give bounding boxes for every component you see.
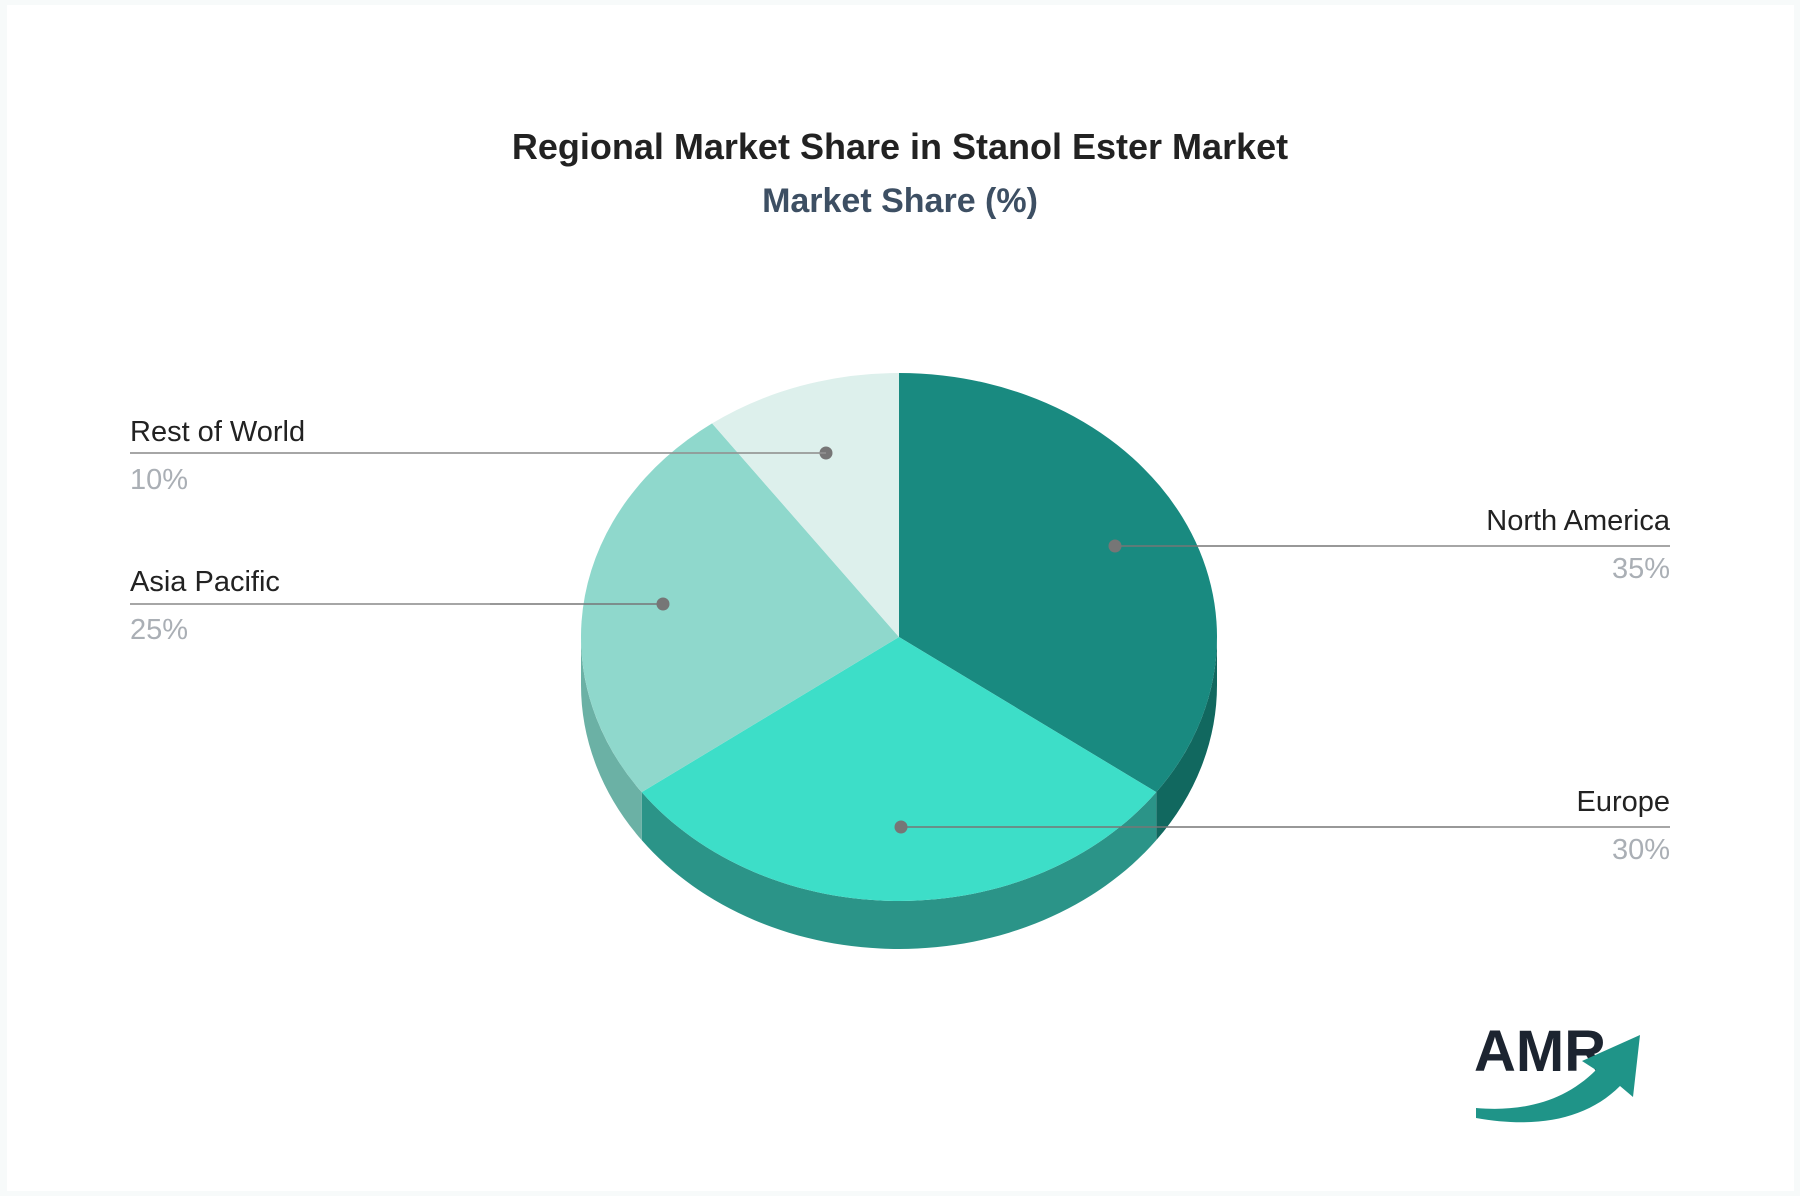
- svg-text:AMR: AMR: [1474, 1019, 1606, 1084]
